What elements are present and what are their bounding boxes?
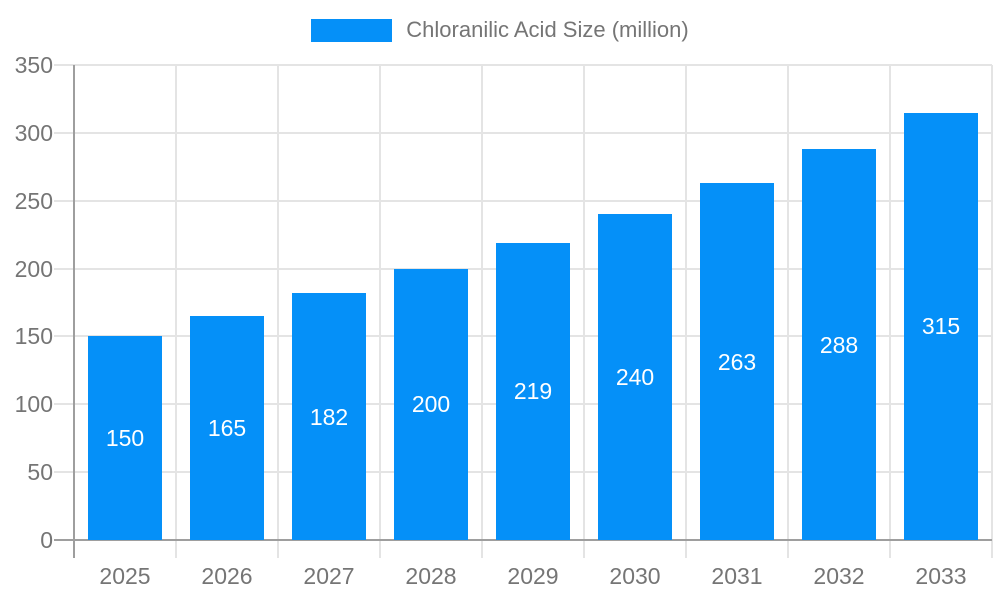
legend-item[interactable]: Chloranilic Acid Size (million) <box>311 13 689 47</box>
y-tick-label: 300 <box>14 119 53 146</box>
legend-label: Chloranilic Acid Size (million) <box>406 17 689 42</box>
gridline-vertical <box>787 65 789 558</box>
bar[interactable] <box>700 183 774 540</box>
gridline-vertical <box>685 65 687 558</box>
x-tick-label: 2027 <box>303 563 355 589</box>
gridline-horizontal <box>54 199 992 202</box>
y-tick-label: 350 <box>14 52 53 78</box>
y-tick-label: 50 <box>27 459 53 486</box>
gridline-vertical <box>991 65 993 558</box>
bar[interactable] <box>904 112 978 540</box>
y-tick-label: 0 <box>40 527 53 553</box>
gridline-vertical <box>583 65 585 558</box>
x-tick-label: 2030 <box>609 563 661 589</box>
x-tick-label: 2032 <box>813 563 865 589</box>
bar[interactable] <box>598 214 672 540</box>
x-tick-label: 2026 <box>201 563 253 589</box>
gridline-vertical <box>379 65 381 558</box>
legend-swatch <box>311 18 393 42</box>
x-tick-label: 2033 <box>915 563 967 589</box>
x-tick-label: 2028 <box>405 563 457 589</box>
y-tick-label: 150 <box>14 323 53 350</box>
y-tick-label: 200 <box>14 255 53 282</box>
y-axis-line <box>73 65 75 558</box>
y-tick-label: 100 <box>14 391 53 418</box>
gridline-vertical <box>175 65 177 558</box>
y-tick-label: 250 <box>14 187 53 214</box>
bar[interactable] <box>394 268 468 540</box>
x-tick-label: 2031 <box>711 563 763 589</box>
x-tick-label: 2029 <box>507 563 559 589</box>
gridline-vertical <box>481 65 483 558</box>
bar[interactable] <box>802 149 876 540</box>
bar[interactable] <box>496 242 570 540</box>
x-tick-label: 2025 <box>99 563 151 589</box>
gridline-horizontal <box>54 64 992 66</box>
x-axis-line <box>54 539 992 541</box>
gridline-vertical <box>889 65 891 558</box>
bar[interactable] <box>292 293 366 540</box>
gridline-horizontal <box>54 131 992 134</box>
bar[interactable] <box>190 316 264 540</box>
bar[interactable] <box>88 336 162 540</box>
legend: Chloranilic Acid Size (million) <box>0 13 1000 47</box>
gridline-vertical <box>277 65 279 558</box>
